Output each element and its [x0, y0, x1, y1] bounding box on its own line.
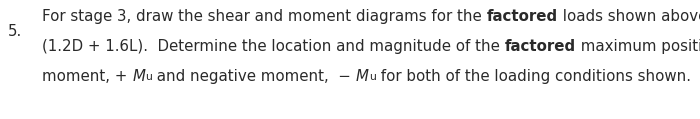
Text: factored: factored — [505, 39, 575, 54]
Text: u: u — [369, 72, 375, 82]
Text: maximum positive: maximum positive — [575, 39, 700, 54]
Text: loads shown above: loads shown above — [558, 9, 700, 24]
Text: for both of the loading conditions shown.: for both of the loading conditions shown… — [375, 69, 690, 84]
Text: M: M — [356, 69, 369, 84]
Text: (1.2D + 1.6L).  Determine the location and magnitude of the: (1.2D + 1.6L). Determine the location an… — [42, 39, 505, 54]
Text: factored: factored — [486, 9, 558, 24]
Text: and negative moment,  −: and negative moment, − — [152, 69, 356, 84]
Text: u: u — [145, 72, 152, 82]
Text: 5.: 5. — [8, 24, 22, 39]
Text: For stage 3, draw the shear and moment diagrams for the: For stage 3, draw the shear and moment d… — [42, 9, 486, 24]
Text: moment, +: moment, + — [42, 69, 132, 84]
Text: M: M — [132, 69, 145, 84]
